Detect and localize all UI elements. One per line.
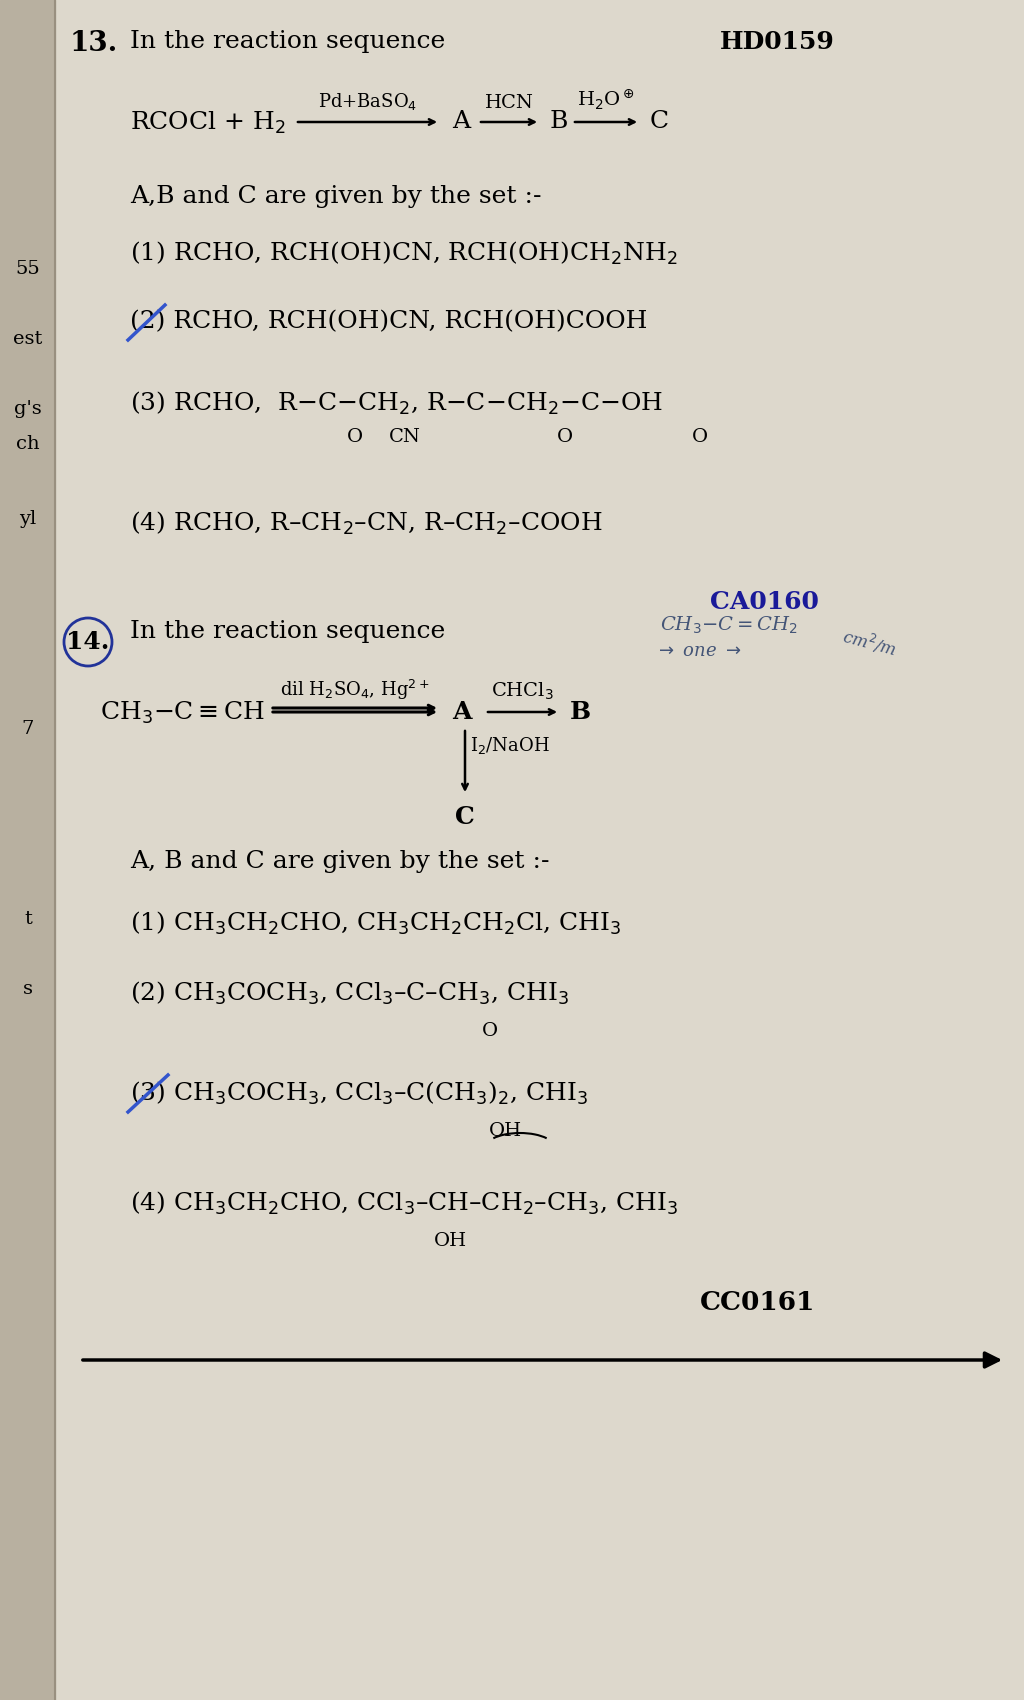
Text: 14.: 14. [67, 631, 110, 655]
Text: (2) RCHO, RCH(OH)CN, RCH(OH)COOH: (2) RCHO, RCH(OH)CN, RCH(OH)COOH [130, 309, 647, 333]
Text: I$_2$/NaOH: I$_2$/NaOH [470, 734, 550, 756]
Text: B: B [550, 110, 568, 133]
Text: CH$_3$$-$C$\equiv$CH: CH$_3$$-$C$\equiv$CH [100, 700, 265, 726]
Text: C: C [650, 110, 669, 133]
Text: OH: OH [488, 1122, 521, 1141]
Text: HCN: HCN [484, 94, 534, 112]
Text: In the reaction sequence: In the reaction sequence [130, 620, 445, 643]
Text: CC0161: CC0161 [700, 1290, 815, 1316]
Text: O: O [347, 428, 364, 445]
Text: g's: g's [14, 400, 42, 418]
Text: CHCl$_3$: CHCl$_3$ [490, 680, 553, 702]
Text: t: t [24, 910, 32, 928]
Text: B: B [570, 700, 591, 724]
Text: est: est [13, 330, 43, 348]
Text: 55: 55 [15, 260, 40, 279]
Text: CH$_3$$-$C$=$CH$_2$: CH$_3$$-$C$=$CH$_2$ [660, 615, 798, 636]
Text: (4) RCHO, R–CH$_2$–CN, R–CH$_2$–COOH: (4) RCHO, R–CH$_2$–CN, R–CH$_2$–COOH [130, 510, 602, 537]
Text: dil H$_2$SO$_4$, Hg$^{2+}$: dil H$_2$SO$_4$, Hg$^{2+}$ [281, 678, 430, 702]
Text: O: O [482, 1022, 498, 1040]
Text: CN: CN [389, 428, 421, 445]
Text: Pd+BaSO$_4$: Pd+BaSO$_4$ [318, 92, 418, 112]
Text: O: O [692, 428, 708, 445]
Text: (1) CH$_3$CH$_2$CHO, CH$_3$CH$_2$CH$_2$Cl, CHI$_3$: (1) CH$_3$CH$_2$CHO, CH$_3$CH$_2$CH$_2$C… [130, 910, 622, 937]
Text: A,B and C are given by the set :-: A,B and C are given by the set :- [130, 185, 542, 207]
Text: In the reaction sequence: In the reaction sequence [130, 31, 445, 53]
Text: cm$^2$/m: cm$^2$/m [840, 626, 899, 661]
Text: (2) CH$_3$COCH$_3$, CCl$_3$–C–CH$_3$, CHI$_3$: (2) CH$_3$COCH$_3$, CCl$_3$–C–CH$_3$, CH… [130, 979, 569, 1006]
Text: RCOCl + H$_2$: RCOCl + H$_2$ [130, 110, 286, 136]
Text: (4) CH$_3$CH$_2$CHO, CCl$_3$–CH–CH$_2$–CH$_3$, CHI$_3$: (4) CH$_3$CH$_2$CHO, CCl$_3$–CH–CH$_2$–C… [130, 1190, 678, 1217]
Text: yl: yl [19, 510, 37, 529]
Bar [0, 0, 55, 1700]
Text: (3) CH$_3$COCH$_3$, CCl$_3$–C(CH$_3$)$_2$, CHI$_3$: (3) CH$_3$COCH$_3$, CCl$_3$–C(CH$_3$)$_2… [130, 1080, 588, 1107]
Text: A: A [452, 110, 470, 133]
Text: 7: 7 [22, 721, 34, 738]
Text: O: O [557, 428, 573, 445]
Text: $\rightarrow$ one $\rightarrow$: $\rightarrow$ one $\rightarrow$ [655, 643, 741, 660]
Text: CA0160: CA0160 [710, 590, 819, 614]
Text: OH: OH [433, 1232, 467, 1250]
Text: C: C [455, 806, 475, 830]
Text: HD0159: HD0159 [720, 31, 835, 54]
Text: s: s [23, 979, 33, 998]
Text: H$_2$O$^\oplus$: H$_2$O$^\oplus$ [578, 88, 635, 112]
Text: (3) RCHO,  R$-$C$-$CH$_2$, R$-$C$-$CH$_2$$-$C$-$OH: (3) RCHO, R$-$C$-$CH$_2$, R$-$C$-$CH$_2$… [130, 389, 663, 416]
Text: 13.: 13. [70, 31, 118, 58]
Text: ch: ch [16, 435, 40, 452]
Text: (1) RCHO, RCH(OH)CN, RCH(OH)CH$_2$NH$_2$: (1) RCHO, RCH(OH)CN, RCH(OH)CH$_2$NH$_2$ [130, 240, 678, 267]
Text: A: A [452, 700, 471, 724]
Text: A, B and C are given by the set :-: A, B and C are given by the set :- [130, 850, 550, 874]
